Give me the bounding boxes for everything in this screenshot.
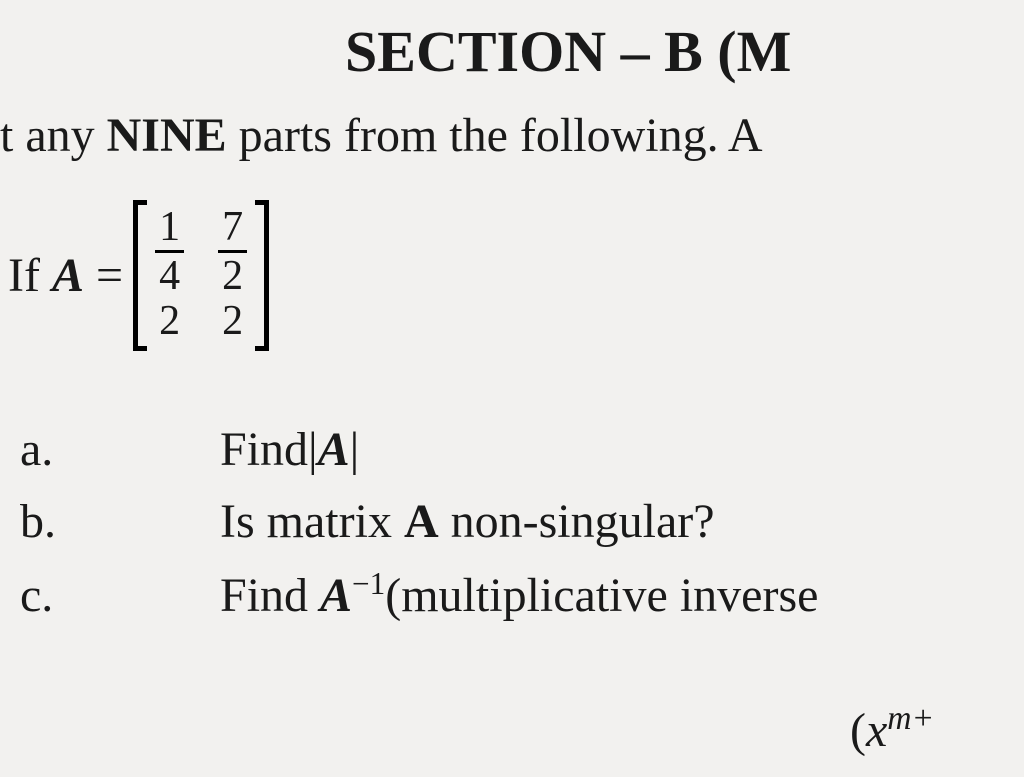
page: SECTION – B (M t any NINE parts from the… xyxy=(0,0,1024,777)
instruction-suffix: parts from the following. A xyxy=(227,109,763,162)
question-b-text: Is matrix A non-singular? xyxy=(220,494,715,549)
right-bracket-icon xyxy=(255,200,269,351)
lhs-prefix: If xyxy=(8,249,52,302)
cell-0-1-den: 2 xyxy=(218,253,247,297)
matrix-grid: 1 4 7 2 2 2 xyxy=(147,200,255,351)
bottom-expression: (xm+ xyxy=(850,700,934,758)
qc-prefix: Find xyxy=(220,569,320,622)
question-c-label: c. xyxy=(20,568,220,623)
cell-0-1-num: 7 xyxy=(218,206,247,253)
bottom-paren: ( xyxy=(850,704,866,757)
instruction-line: t any NINE parts from the following. A xyxy=(0,108,763,163)
qc-suffix: (multiplicative inverse xyxy=(385,569,818,622)
section-title: SECTION – B (M xyxy=(345,18,791,85)
cell-1-0: 2 xyxy=(159,297,180,345)
question-a-text: Find|A| xyxy=(220,422,359,477)
qc-var: A xyxy=(320,569,352,622)
qa-prefix: Find| xyxy=(220,423,318,476)
bottom-exp: m+ xyxy=(887,700,934,737)
bottom-base: x xyxy=(866,704,887,757)
qb-var: A xyxy=(404,495,439,548)
left-bracket-icon xyxy=(133,200,147,351)
question-b-label: b. xyxy=(20,494,220,549)
question-b: b. Is matrix A non-singular? xyxy=(20,494,715,549)
qc-exp: −1 xyxy=(352,566,385,601)
qb-suffix: non-singular? xyxy=(439,495,715,548)
qa-var: A xyxy=(318,423,350,476)
cell-0-0: 1 4 xyxy=(155,206,184,297)
matrix: 1 4 7 2 2 2 xyxy=(133,200,269,351)
qb-prefix: Is matrix xyxy=(220,495,404,548)
question-a-label: a. xyxy=(20,422,220,477)
lhs-var: A xyxy=(52,249,84,302)
lhs-equals: = xyxy=(84,249,123,302)
cell-0-0-num: 1 xyxy=(155,206,184,253)
cell-0-1: 7 2 xyxy=(218,206,247,297)
question-c: c. Find A−1(multiplicative inverse xyxy=(20,566,818,623)
qa-suffix: | xyxy=(350,423,360,476)
instruction-bold: NINE xyxy=(107,109,227,162)
matrix-definition: If A = 1 4 7 2 2 2 xyxy=(8,200,269,351)
cell-0-0-den: 4 xyxy=(155,253,184,297)
cell-1-1: 2 xyxy=(222,297,243,345)
question-a: a. Find|A| xyxy=(20,422,359,477)
instruction-prefix: t any xyxy=(0,109,107,162)
question-c-text: Find A−1(multiplicative inverse xyxy=(220,566,818,623)
matrix-lhs: If A = xyxy=(8,248,123,303)
